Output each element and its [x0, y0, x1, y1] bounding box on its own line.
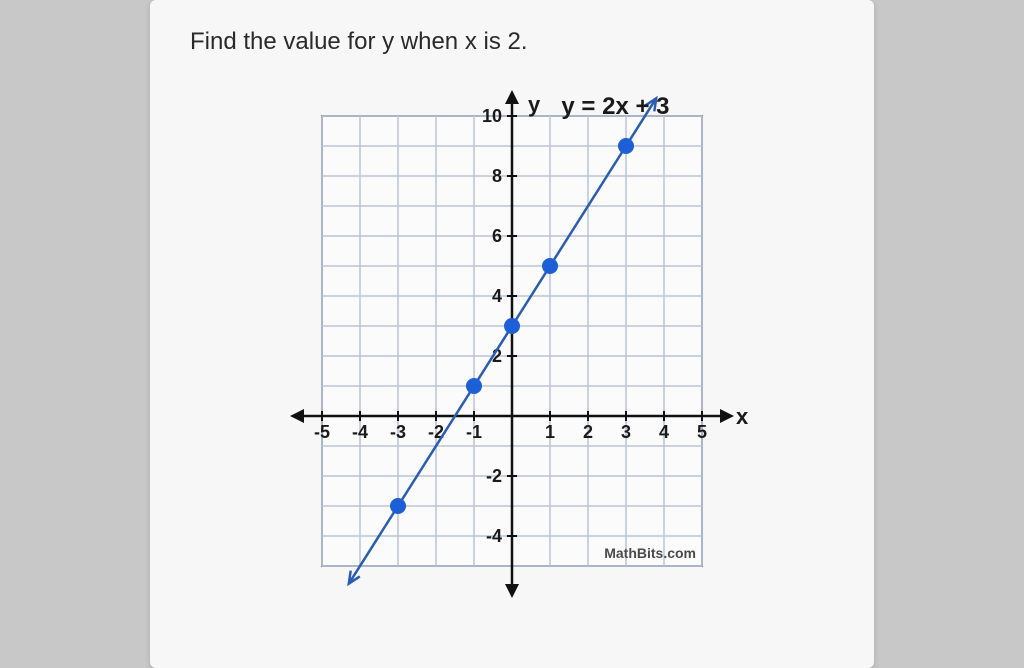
svg-text:1: 1: [545, 422, 555, 442]
svg-text:MathBits.com: MathBits.com: [604, 545, 696, 561]
question-text: Find the value for y when x is 2.: [190, 28, 874, 56]
svg-text:-4: -4: [486, 526, 502, 546]
svg-text:4: 4: [492, 286, 502, 306]
chart-container: -5-4-3-2-112345246810-2-4yxy = 2x + 3Mat…: [272, 86, 752, 606]
svg-text:2: 2: [583, 422, 593, 442]
line-chart: -5-4-3-2-112345246810-2-4yxy = 2x + 3Mat…: [272, 86, 752, 606]
svg-text:-2: -2: [486, 466, 502, 486]
svg-text:4: 4: [659, 422, 669, 442]
svg-text:x: x: [736, 404, 749, 429]
svg-text:8: 8: [492, 166, 502, 186]
svg-text:6: 6: [492, 226, 502, 246]
svg-text:10: 10: [482, 106, 502, 126]
svg-text:y: y: [528, 92, 541, 117]
svg-text:5: 5: [697, 422, 707, 442]
svg-text:3: 3: [621, 422, 631, 442]
question-card: Find the value for y when x is 2. -5 -4 -3…: [150, 0, 874, 668]
svg-text:-4: -4: [352, 422, 368, 442]
svg-text:-1: -1: [466, 422, 482, 442]
svg-text:y = 2x + 3: y = 2x + 3: [561, 93, 669, 120]
svg-text:-3: -3: [390, 422, 406, 442]
svg-text:-5: -5: [314, 422, 330, 442]
